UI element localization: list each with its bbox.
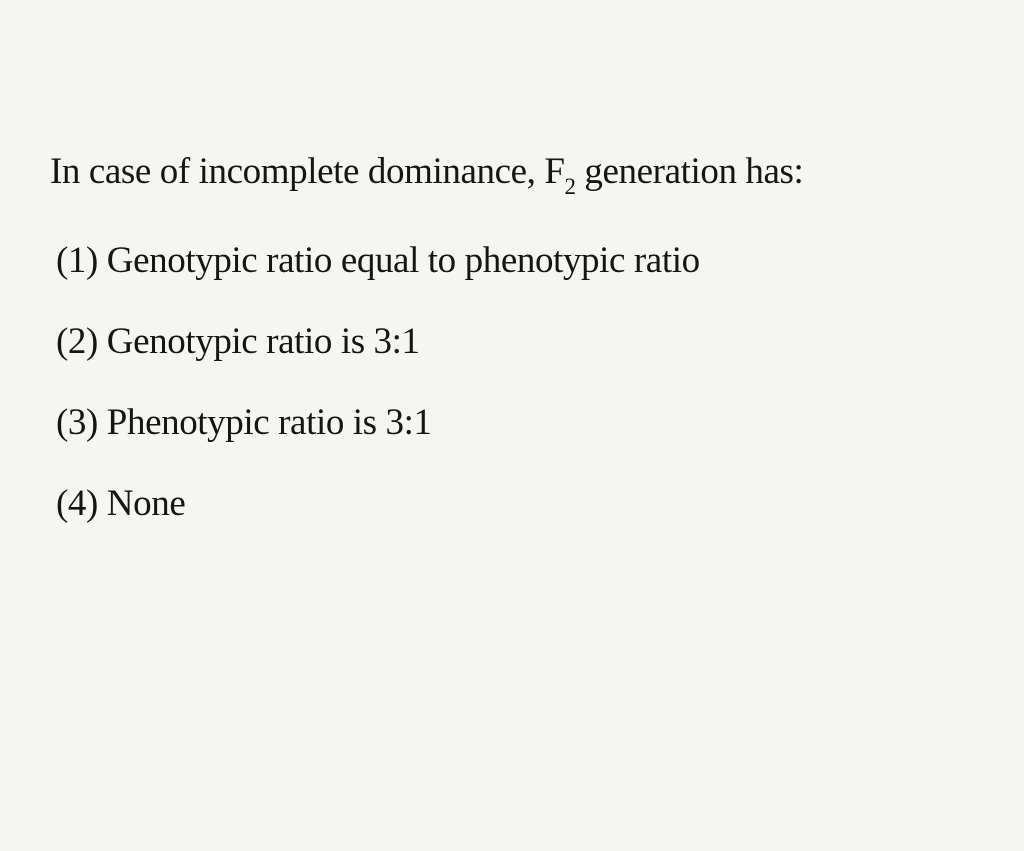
question-prefix: In case of incomplete dominance, F — [50, 151, 565, 192]
option-4[interactable]: (4) None — [56, 482, 994, 525]
option-number: (4) — [56, 483, 98, 524]
question-stem: In case of incomplete dominance, F2 gene… — [50, 150, 994, 197]
question-subscript: 2 — [565, 174, 576, 199]
page: In case of incomplete dominance, F2 gene… — [0, 0, 1024, 623]
options-list: (1) Genotypic ratio equal to phenotypic … — [50, 239, 994, 525]
question-suffix: generation has: — [576, 151, 804, 192]
option-text: Genotypic ratio is 3:1 — [98, 321, 420, 362]
option-text: Phenotypic ratio is 3:1 — [98, 402, 432, 443]
option-1[interactable]: (1) Genotypic ratio equal to phenotypic … — [56, 239, 994, 282]
option-number: (3) — [56, 402, 98, 443]
option-number: (1) — [56, 240, 98, 281]
option-number: (2) — [56, 321, 98, 362]
option-3[interactable]: (3) Phenotypic ratio is 3:1 — [56, 401, 994, 444]
option-2[interactable]: (2) Genotypic ratio is 3:1 — [56, 320, 994, 363]
option-text: None — [98, 483, 185, 524]
option-text: Genotypic ratio equal to phenotypic rati… — [98, 240, 700, 281]
